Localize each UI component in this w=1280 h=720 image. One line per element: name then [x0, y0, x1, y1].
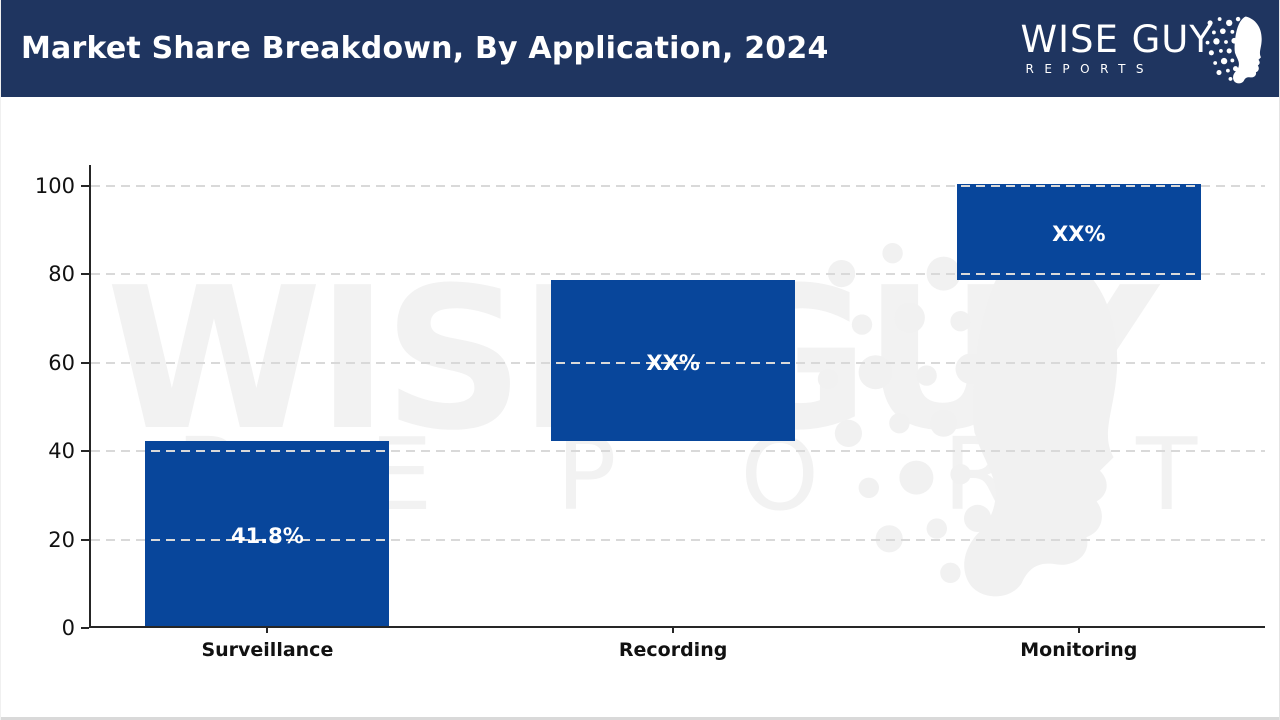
y-tick-label-20: 20 [48, 527, 75, 552]
header: Market Share Breakdown, By Application, … [1, 0, 1279, 97]
bar-value-label: 41.8% [230, 523, 304, 548]
x-tick-label-surveillance: Surveillance [201, 639, 334, 661]
gridline-40 [91, 450, 1265, 453]
plot-area: 0 20 40 60 80 100 41.8% XX% XX% Surveillance Recor… [35, 165, 1265, 661]
bottom-border [1, 717, 1279, 720]
bar-monitoring [956, 183, 1201, 281]
y-tick-label-80: 80 [48, 262, 75, 287]
y-tick-60 [81, 361, 89, 364]
gridline-80 [91, 273, 1265, 276]
page-title: Market Share Breakdown, By Application, … [21, 31, 829, 66]
wiseguy-logo: WISE GUY REPORTS [1021, 14, 1265, 84]
y-tick-100 [81, 184, 89, 187]
gridline-20 [91, 538, 1265, 541]
gridline-100 [91, 184, 1265, 187]
bar-surveillance [145, 441, 390, 626]
y-tick-label-40: 40 [48, 439, 75, 464]
x-tick-monitoring [1077, 626, 1080, 633]
x-tick-label-monitoring: Monitoring [1020, 639, 1138, 661]
gridline-60 [91, 361, 1265, 364]
x-tick-surveillance [266, 626, 269, 633]
y-tick-80 [81, 273, 89, 276]
y-tick-20 [81, 538, 89, 541]
x-tick-label-recording: Recording [618, 639, 728, 661]
y-tick-label-0: 0 [61, 616, 75, 640]
logo-text: WISE GUY REPORTS [1021, 21, 1213, 76]
wiseguy-face-icon [1205, 16, 1262, 83]
y-tick-40 [81, 450, 89, 453]
logo-wordmark: WISE GUY [1020, 18, 1213, 61]
x-tick-recording [672, 626, 675, 633]
bar-value-label: XX% [1052, 221, 1106, 246]
y-tick-label-60: 60 [48, 350, 75, 375]
y-tick-label-100: 100 [34, 173, 75, 198]
bar-recording [551, 280, 796, 442]
logo-subtext: REPORTS [1025, 62, 1155, 76]
y-tick-0 [81, 627, 89, 629]
bar-value-label: XX% [646, 350, 700, 375]
